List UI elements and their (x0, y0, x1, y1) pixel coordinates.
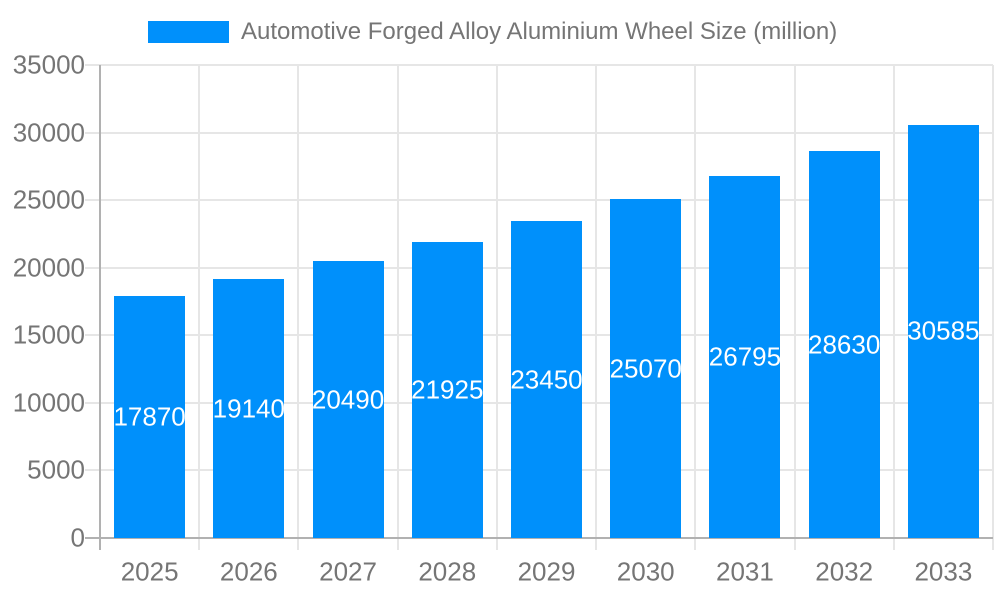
x-tick-label: 2029 (517, 556, 576, 587)
y-tick-label: 0 (70, 522, 85, 553)
x-tick-label: 2030 (616, 556, 675, 587)
bar-2033[interactable] (907, 124, 979, 538)
bar-2027[interactable] (312, 261, 384, 538)
x-gridline (297, 65, 300, 550)
y-tick-label: 20000 (12, 252, 85, 283)
bar-value-label: 30585 (907, 315, 980, 346)
x-tick-label: 2028 (418, 556, 477, 587)
legend-label: Automotive Forged Alloy Aluminium Wheel … (241, 18, 838, 45)
x-gridline (793, 65, 796, 550)
y-tick-label: 15000 (12, 319, 85, 350)
x-gridline (892, 65, 895, 550)
y-tick-label: 10000 (12, 387, 85, 418)
x-tick-label: 2032 (815, 556, 874, 587)
x-gridline (694, 65, 697, 550)
x-axis-line (85, 537, 993, 539)
bar-value-label: 20490 (311, 384, 385, 415)
bar-2031[interactable] (709, 175, 781, 538)
bar-2032[interactable] (808, 151, 880, 538)
y-tick-label: 5000 (27, 454, 85, 485)
bar-value-label: 26795 (708, 341, 782, 372)
x-tick-label: 2025 (120, 556, 179, 587)
bar-2030[interactable] (610, 199, 682, 538)
x-gridline (198, 65, 201, 550)
bar-value-label: 28630 (808, 329, 881, 360)
y-gridline (85, 199, 993, 202)
bar-value-label: 17870 (113, 401, 186, 432)
chart-legend: Automotive Forged Alloy Aluminium Wheel … (148, 18, 838, 45)
x-tick-label: 2027 (319, 556, 377, 587)
bar-2028[interactable] (411, 241, 483, 538)
x-gridline (495, 65, 498, 550)
bar-2025[interactable] (114, 296, 186, 538)
y-gridline (85, 64, 993, 66)
bar-value-label: 19140 (212, 393, 285, 424)
x-gridline (396, 65, 399, 550)
bar-value-label: 25070 (609, 353, 682, 384)
bar-value-label: 23450 (510, 364, 583, 395)
x-tick-label: 2031 (716, 556, 774, 587)
bar-value-label: 21925 (411, 374, 484, 405)
x-gridline (992, 65, 994, 550)
y-axis-line (99, 65, 101, 550)
y-tick-label: 35000 (12, 49, 85, 80)
y-tick-label: 25000 (12, 184, 85, 215)
y-gridline (85, 131, 993, 134)
bar-2029[interactable] (511, 221, 582, 538)
x-tick-label: 2033 (914, 556, 973, 587)
x-tick-label: 2026 (219, 556, 278, 587)
legend-swatch (148, 21, 229, 43)
bar-2026[interactable] (213, 279, 285, 538)
x-gridline (595, 65, 598, 550)
y-tick-label: 30000 (12, 117, 85, 148)
